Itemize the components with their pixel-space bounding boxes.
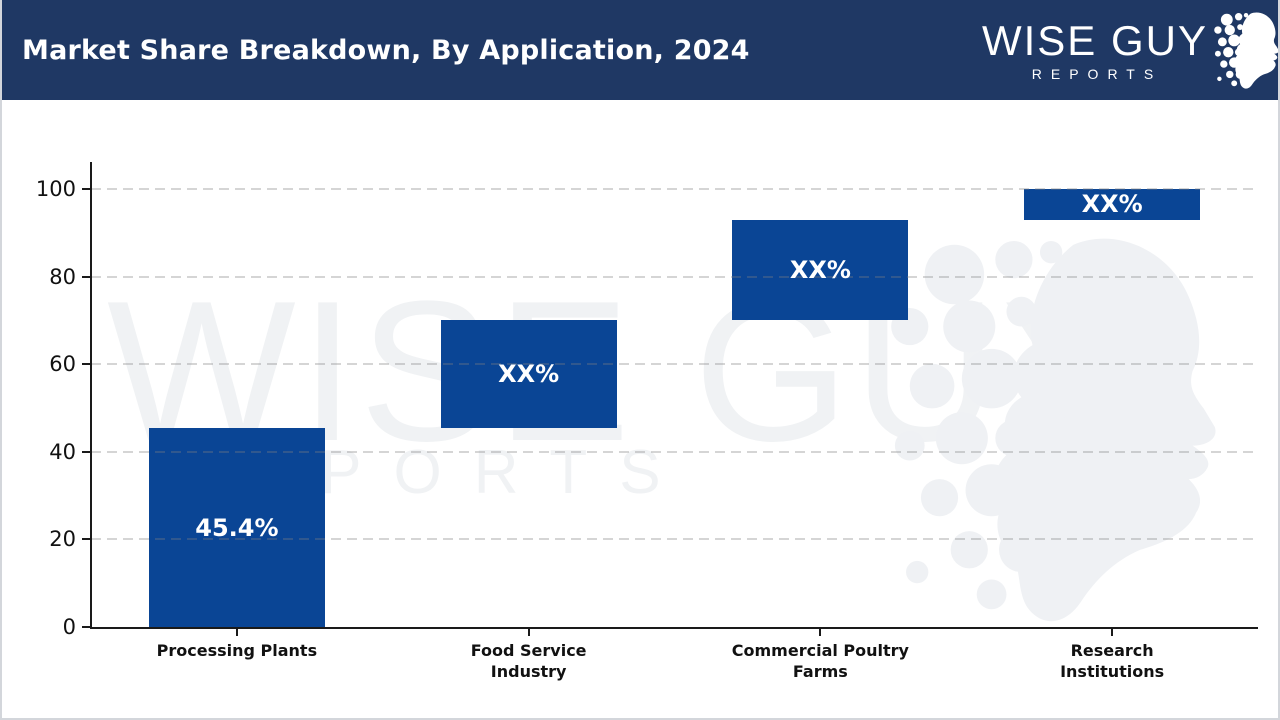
- y-axis-tick: [82, 188, 91, 190]
- y-tick-label: 0: [62, 615, 76, 639]
- gridline: [91, 538, 1258, 541]
- y-axis-tick: [82, 275, 91, 278]
- gridline: [91, 275, 1258, 278]
- bar-segment: [732, 219, 909, 321]
- logo-wordmark: WISE GUY: [981, 16, 1208, 64]
- x-axis-tick: [527, 627, 530, 636]
- bar-value-label: XX%: [1081, 190, 1143, 219]
- x-category-label: Research Institutions: [1060, 641, 1165, 681]
- x-category-label: Food Service Industry: [470, 641, 587, 681]
- gridline: [91, 450, 1258, 453]
- y-tick-label: 100: [35, 177, 76, 201]
- gridline: [91, 188, 1258, 190]
- header: Market Share Breakdown, By Application, …: [2, 0, 1280, 100]
- y-tick-label: 40: [49, 439, 76, 464]
- y-tick-label: 60: [49, 352, 76, 377]
- bar-segment: [440, 320, 617, 429]
- bar-value-label: XX%: [789, 256, 851, 285]
- x-axis-spine: [90, 627, 1258, 629]
- x-axis-tick: [235, 627, 238, 636]
- gridline: [91, 363, 1258, 366]
- x-axis-tick: [819, 627, 822, 636]
- y-axis-tick: [82, 363, 91, 366]
- chart-title: Market Share Breakdown, By Application, …: [22, 34, 750, 66]
- bar-segment: [148, 428, 325, 627]
- y-axis-tick: [82, 538, 91, 541]
- logo-text: WISE GUY REPORTS: [981, 16, 1208, 82]
- bar-segment: [1024, 189, 1201, 220]
- logo-subtitle: REPORTS: [1031, 65, 1163, 82]
- y-axis-tick: [82, 450, 91, 453]
- y-tick-label: 80: [49, 264, 76, 289]
- x-axis-tick: [1111, 627, 1114, 636]
- x-category-label: Processing Plants: [156, 641, 318, 660]
- bar-value-label: XX%: [498, 360, 560, 389]
- y-tick-label: 20: [49, 527, 76, 552]
- bar-value-label: 45.4%: [195, 513, 279, 542]
- x-category-label: Commercial Poultry Farms: [731, 641, 909, 681]
- y-axis-spine: [90, 162, 92, 629]
- wiseguy-logo: WISE GUY REPORTS: [982, 9, 1280, 91]
- y-axis-tick: [82, 626, 91, 628]
